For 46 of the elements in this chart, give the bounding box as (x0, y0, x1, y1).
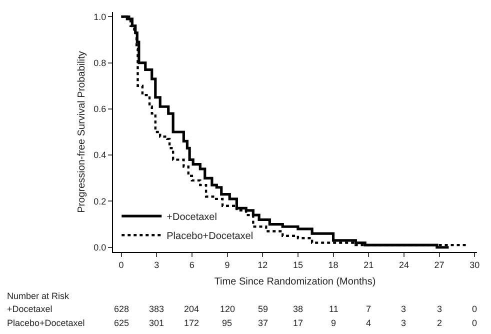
text: 4 (366, 318, 372, 328)
text: 120 (220, 304, 236, 314)
text: 3 (437, 304, 442, 314)
x-tick-label: 15 (292, 260, 303, 270)
y-axis-title: Progression-free Survival Probability (76, 51, 88, 213)
text: 95 (222, 318, 232, 328)
text: +Docetaxel (7, 304, 52, 314)
x-tick-label: 21 (364, 260, 374, 270)
y-tick-label: 0.8 (94, 58, 106, 68)
x-axis-title: Time Since Randomization (Months) (214, 276, 376, 288)
text: 17 (293, 318, 304, 328)
text: 625 (114, 318, 130, 328)
y-tick-label: 0.0 (94, 242, 106, 253)
text: Placebo+Docetaxel (7, 318, 85, 328)
text: 628 (114, 304, 130, 314)
y-tick-label: 1.0 (94, 12, 106, 22)
x-tick-label: 30 (470, 260, 480, 270)
x-tick-label: 24 (398, 260, 409, 270)
text: 38 (293, 304, 304, 314)
y-tick-label: 0.4 (94, 150, 106, 160)
text: 9 (331, 318, 336, 328)
text: 383 (149, 304, 164, 314)
text: 204 (184, 304, 200, 314)
x-tick-label: 27 (434, 260, 444, 270)
x-tick-label: 0 (118, 260, 124, 270)
text: 2 (437, 318, 442, 328)
legend-label: +Docetaxel (166, 212, 217, 223)
y-tick-label: 0.6 (94, 104, 106, 114)
text: 172 (184, 318, 200, 328)
text: 59 (258, 304, 268, 314)
x-tick-label: 18 (328, 260, 338, 270)
text: 37 (258, 318, 268, 328)
text: 11 (329, 304, 338, 314)
x-tick-label: 6 (189, 260, 194, 270)
x-tick-label: 3 (154, 260, 160, 270)
text: 3 (401, 318, 406, 328)
text: 0 (472, 304, 478, 314)
x-tick-label: 9 (224, 260, 230, 270)
y-tick-label: 0.2 (94, 196, 106, 206)
text: Number at Risk (7, 291, 70, 301)
text: 3 (401, 304, 406, 314)
text: 301 (149, 318, 164, 328)
text: 0 (472, 318, 478, 328)
text: 7 (366, 304, 372, 314)
x-tick-label: 12 (258, 260, 268, 270)
legend-label: Placebo+Docetaxel (166, 231, 254, 242)
